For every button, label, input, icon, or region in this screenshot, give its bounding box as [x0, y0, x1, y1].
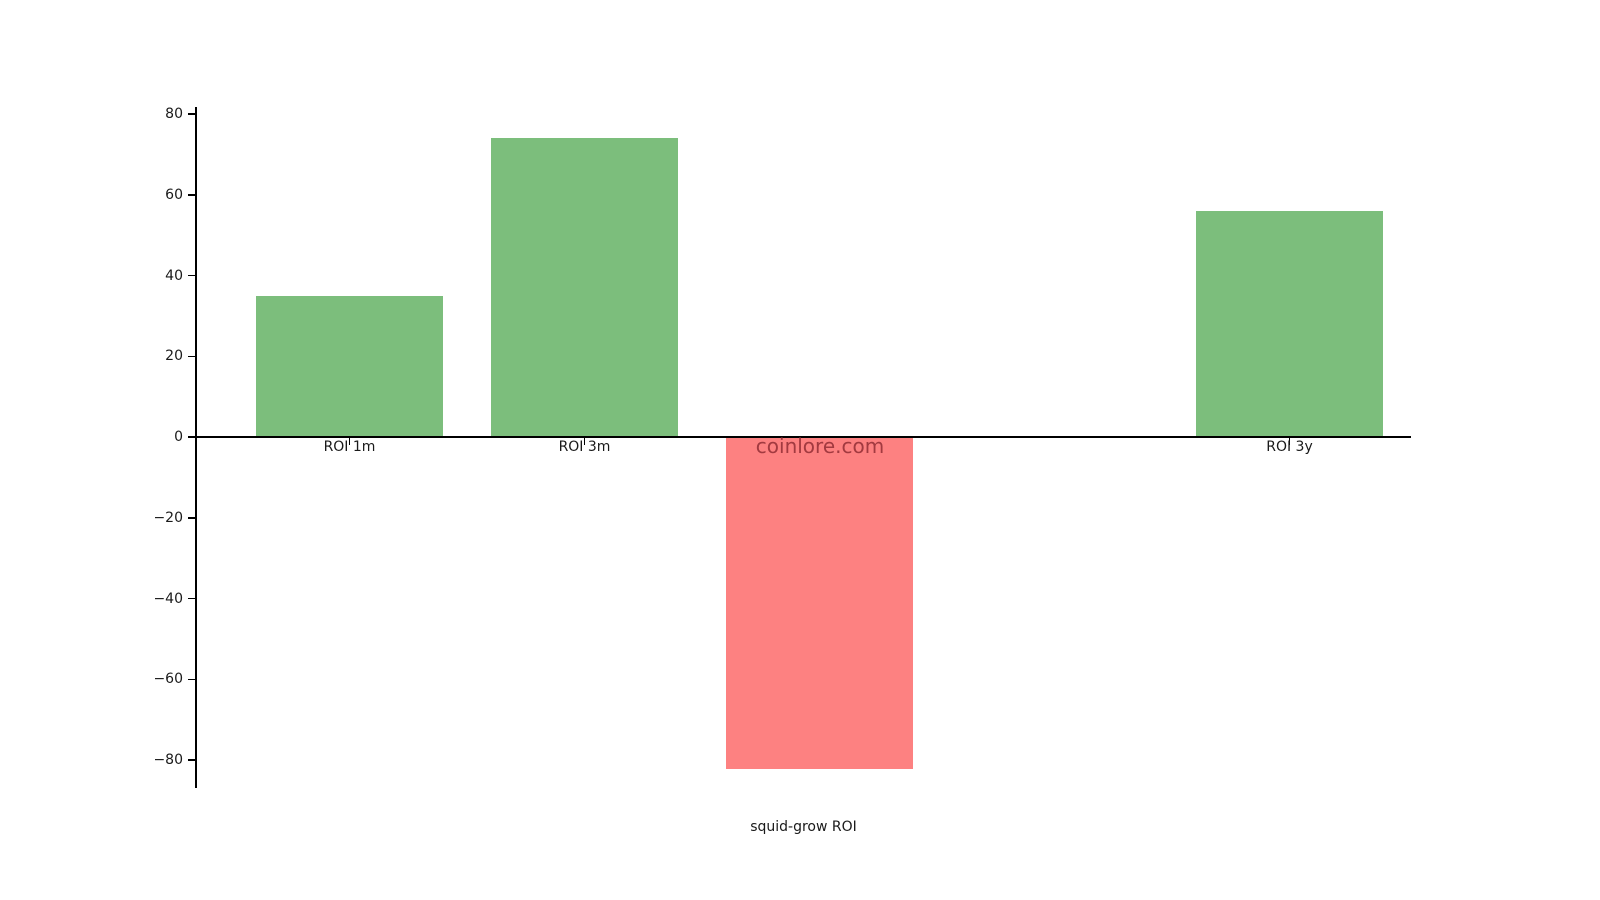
- y-tick-mark: [188, 113, 196, 115]
- y-tick-mark: [188, 436, 196, 438]
- x-axis-zero-line: [196, 436, 1411, 438]
- x-tick-mark: [583, 437, 586, 445]
- y-tick-mark: [188, 597, 196, 600]
- y-tick-label: −40: [153, 590, 183, 607]
- y-axis-spine: [195, 107, 197, 788]
- negative-roi-bar: [726, 437, 913, 769]
- y-tick-mark: [188, 274, 196, 277]
- y-tick-mark: [188, 517, 196, 519]
- y-tick-label: 0: [174, 429, 183, 445]
- y-tick-label: −80: [153, 752, 183, 768]
- y-tick-label: 20: [165, 348, 183, 365]
- y-tick-label: 80: [165, 106, 183, 122]
- y-tick-label: 40: [165, 267, 183, 284]
- watermark: coinlore.com: [755, 434, 885, 458]
- positive-roi-bar: [1196, 210, 1383, 437]
- x-tick-mark: [1288, 437, 1291, 445]
- y-tick-mark: [188, 678, 196, 680]
- x-tick-label: ROI 3m: [558, 439, 611, 455]
- y-tick-mark: [188, 355, 196, 357]
- x-tick-mark: [348, 437, 351, 445]
- x-axis-title: squid-grow ROI: [750, 819, 857, 835]
- y-tick-label: −60: [153, 671, 183, 688]
- positive-roi-bar: [256, 295, 443, 437]
- x-tick-label: ROI 1m: [323, 439, 376, 455]
- y-tick-label: −20: [153, 509, 183, 526]
- y-tick-mark: [188, 759, 196, 761]
- x-tick-label: ROI 3y: [1266, 439, 1313, 455]
- positive-roi-bar: [491, 138, 678, 437]
- y-tick-mark: [188, 194, 196, 196]
- y-tick-label: 60: [165, 186, 183, 203]
